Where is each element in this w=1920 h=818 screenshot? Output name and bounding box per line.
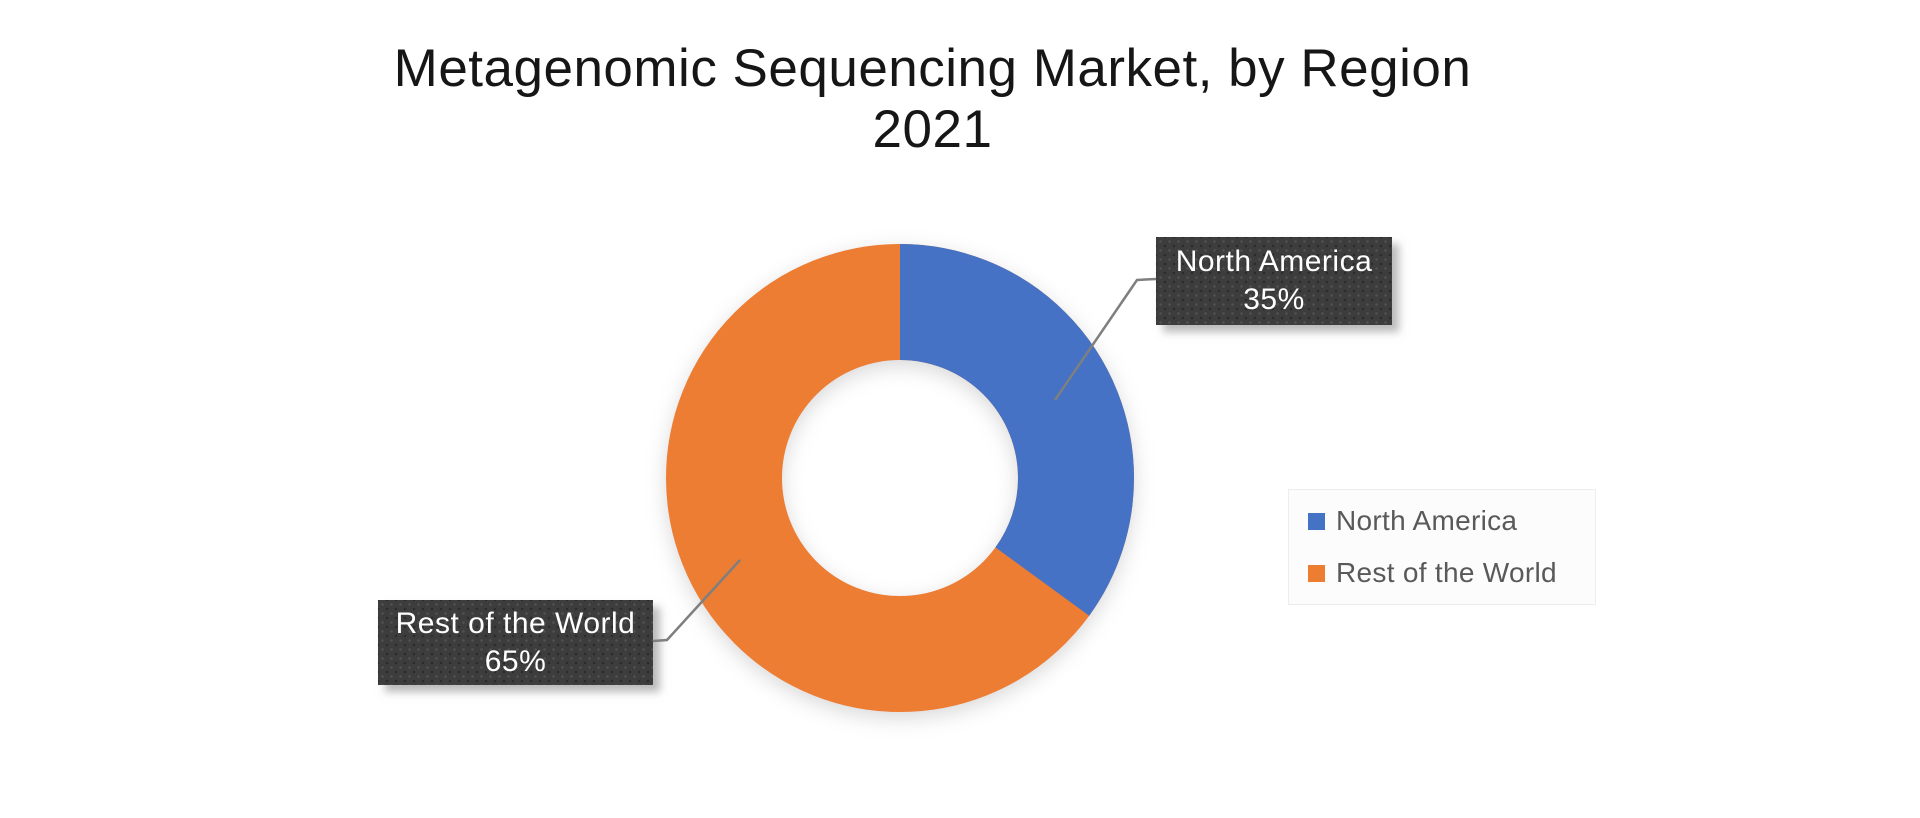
donut-segment-north-america (666, 244, 1134, 712)
leader-line-north-america (1053, 277, 1157, 401)
callout-north-america-value: 35% (1243, 283, 1305, 316)
legend-label-rest-of-world: Rest of the World (1336, 557, 1557, 588)
legend-item-rest-of-world: Rest of the World (1308, 557, 1595, 589)
leader-line-rest-of-world (652, 559, 741, 643)
chart-title-line1: Metagenomic Sequencing Market, by Region (393, 39, 1472, 98)
chart-title-line2: 2021 (872, 100, 993, 159)
legend-label-north-america: North America (1336, 505, 1518, 536)
chart-legend: North America Rest of the World (1288, 489, 1596, 605)
callout-rest-of-world-value: 65% (484, 644, 547, 678)
legend-item-north-america: North America (1308, 505, 1595, 537)
callout-rest-of-world-label: Rest of the World (395, 606, 636, 640)
callout-north-america-label: North America (1175, 245, 1373, 278)
legend-swatch-rest-of-world (1308, 564, 1325, 582)
chart-title: Metagenomic Sequencing Market, by Region… (0, 38, 1865, 160)
callout-rest-of-world: Rest of the World 65% (378, 600, 653, 685)
callout-north-america: North America 35% (1156, 237, 1392, 325)
legend-swatch-north-america (1308, 512, 1325, 530)
